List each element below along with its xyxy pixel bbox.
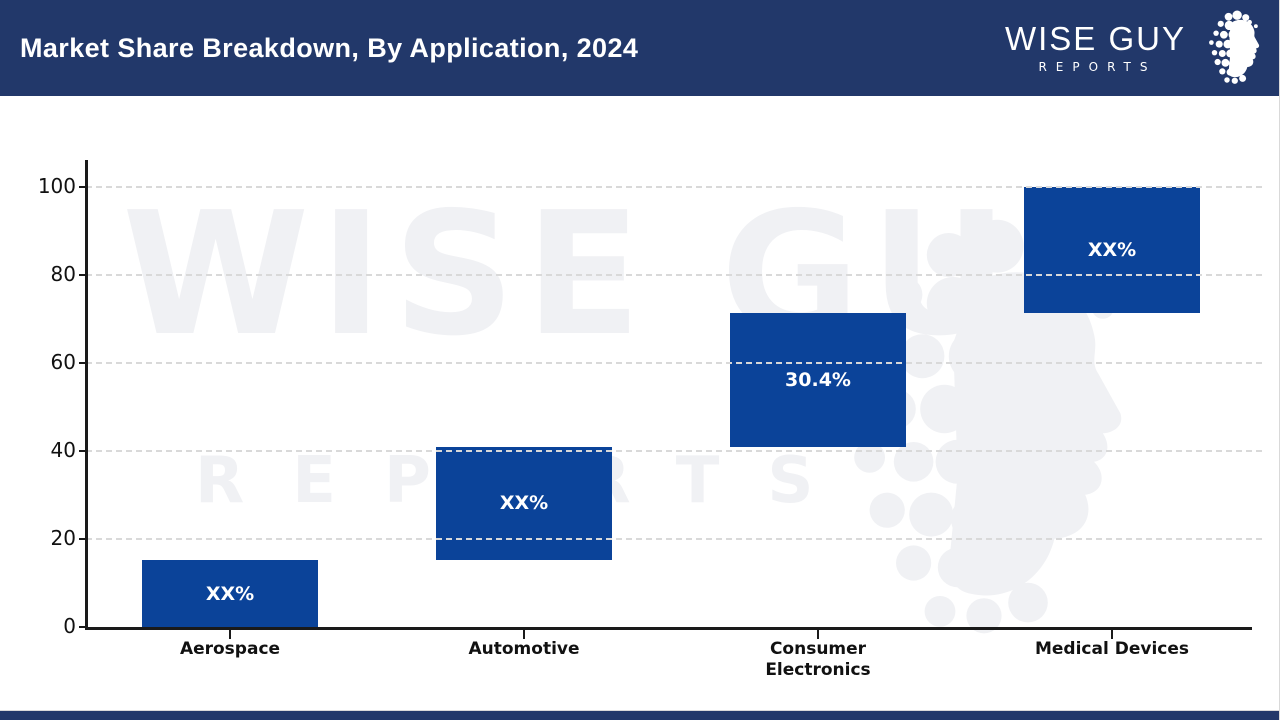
logo: WISE GUY REPORTS: [1005, 8, 1266, 88]
gridline: [86, 362, 1262, 364]
chart-area: WISE GU REPORTS XX%XX%30.4%XX% 020406080…: [0, 96, 1279, 711]
x-tick-mark: [229, 630, 231, 639]
x-tick-mark: [523, 630, 525, 639]
bar-value-label: XX%: [1087, 238, 1137, 261]
logo-wordmark: WISE GUY: [1004, 20, 1186, 58]
y-tick-mark: [79, 362, 86, 364]
logo-face-icon: [1188, 8, 1266, 88]
x-tick-label: Automotive: [468, 639, 580, 659]
logo-text: WISE GUY REPORTS: [1005, 22, 1186, 74]
footer-bar: [0, 710, 1279, 720]
bar-value-label: XX%: [205, 582, 255, 605]
bar-consumer-electronics: 30.4%: [730, 312, 906, 447]
y-tick-label: 80: [50, 262, 76, 286]
y-tick-mark: [79, 626, 86, 628]
x-tick-label: Aerospace: [179, 639, 281, 659]
y-tick-label: 40: [50, 438, 76, 462]
y-axis-line: [85, 160, 88, 630]
bar-automotive: XX%: [436, 446, 612, 561]
bar-value-label: XX%: [499, 492, 549, 515]
page-title: Market Share Breakdown, By Application, …: [20, 33, 639, 63]
gridline: [86, 538, 1262, 540]
y-tick-label: 0: [63, 614, 76, 638]
y-tick-mark: [79, 186, 86, 188]
gridline: [86, 450, 1262, 452]
logo-subtext: REPORTS: [1038, 59, 1157, 74]
bar-value-label: 30.4%: [785, 368, 851, 391]
header: Market Share Breakdown, By Application, …: [0, 0, 1279, 96]
y-tick-mark: [79, 450, 86, 452]
bar-medical-devices: XX%: [1024, 187, 1200, 313]
x-tick-label: Medical Devices: [1034, 639, 1189, 659]
y-tick-label: 60: [50, 350, 76, 374]
y-tick-label: 100: [37, 174, 76, 198]
gridline: [86, 186, 1262, 188]
y-tick-mark: [79, 274, 86, 276]
y-tick-label: 20: [50, 526, 76, 550]
x-tick-mark: [1111, 630, 1113, 639]
x-tick-mark: [817, 630, 819, 639]
gridline: [86, 274, 1262, 276]
x-tick-label: Consumer Electronics: [765, 639, 871, 681]
y-tick-mark: [79, 538, 86, 540]
bar-aerospace: XX%: [142, 560, 318, 627]
x-axis-line: [85, 627, 1252, 630]
